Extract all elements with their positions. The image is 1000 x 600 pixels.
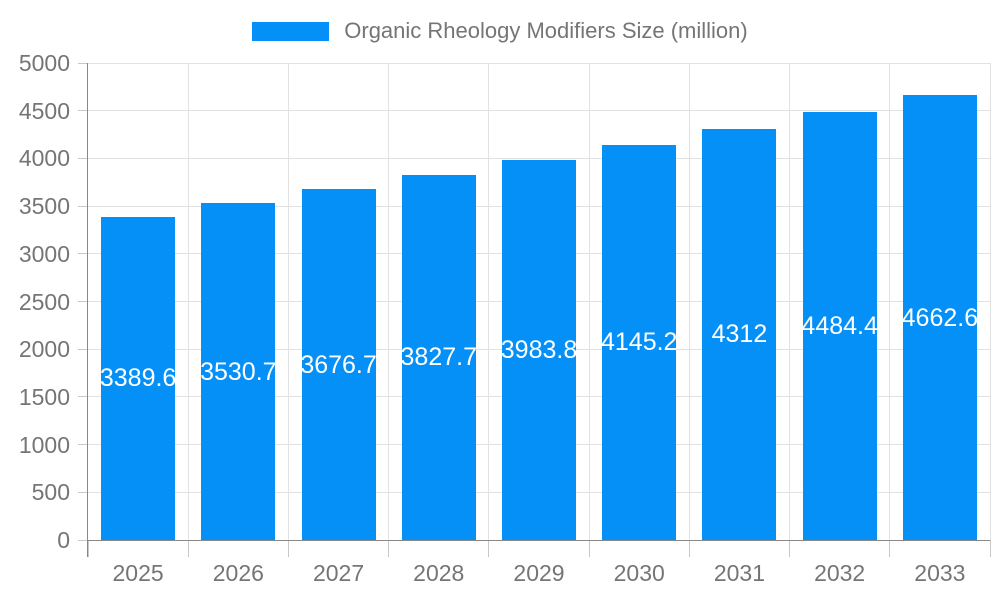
bar[interactable]: [702, 128, 777, 540]
x-axis-tick-label: 2028: [413, 560, 465, 586]
x-axis-tick-label: 2032: [814, 560, 866, 586]
y-axis-tick: [78, 110, 88, 112]
y-axis-tick: [78, 157, 88, 159]
y-axis-line: [87, 63, 88, 557]
x-axis-tick: [588, 540, 590, 557]
bar[interactable]: [802, 112, 877, 540]
bar[interactable]: [201, 203, 276, 540]
y-axis-tick: [78, 396, 88, 398]
gridline-vertical: [889, 63, 891, 540]
x-axis-tick-label: 2026: [212, 560, 264, 586]
x-axis-tick-label: 2029: [513, 560, 565, 586]
y-axis-tick: [78, 253, 88, 255]
x-axis-tick: [488, 540, 490, 557]
bar[interactable]: [401, 174, 476, 540]
y-axis-tick-label: 2500: [18, 288, 70, 315]
bar[interactable]: [301, 189, 376, 540]
x-axis-tick: [388, 540, 390, 557]
y-axis-tick-label: 1000: [18, 431, 70, 458]
bar[interactable]: [101, 216, 176, 540]
x-axis-tick-label: 2030: [613, 560, 665, 586]
gridline-horizontal: [88, 62, 990, 64]
x-axis-tick-label: 2025: [112, 560, 164, 586]
gridline-vertical: [187, 63, 189, 540]
x-axis-tick: [87, 540, 89, 557]
bar[interactable]: [902, 95, 977, 540]
x-axis-tick: [187, 540, 189, 557]
x-axis-tick: [287, 540, 289, 557]
x-axis-tick: [989, 540, 991, 557]
x-axis-tick: [789, 540, 791, 557]
y-axis-tick: [78, 301, 88, 302]
gridline-vertical: [688, 63, 690, 540]
y-axis-tick-label: 4000: [18, 145, 70, 172]
y-axis-tick: [78, 348, 88, 350]
gridline-vertical: [989, 63, 991, 540]
bar[interactable]: [602, 144, 677, 540]
gridline-vertical: [488, 63, 490, 540]
gridline-vertical: [287, 63, 289, 540]
y-axis-tick-label: 500: [31, 479, 70, 506]
x-axis-tick-label: 2031: [713, 560, 766, 586]
legend-label: Organic Rheology Modifiers Size (million…: [344, 18, 748, 43]
x-axis-tick: [688, 540, 690, 557]
y-axis-tick-label: 5000: [18, 50, 70, 76]
y-axis-tick-label: 4500: [18, 97, 70, 124]
y-axis-tick-label: 0: [57, 527, 70, 553]
y-axis-tick-label: 1500: [18, 383, 70, 410]
x-axis-tick-label: 2033: [914, 560, 966, 586]
y-axis-tick-label: 3500: [18, 193, 70, 220]
gridline-vertical: [588, 63, 590, 540]
legend-swatch: [252, 21, 330, 41]
y-axis-tick: [78, 539, 88, 541]
y-axis-tick: [78, 205, 88, 207]
gridline-vertical: [789, 63, 791, 540]
y-axis-tick: [78, 444, 88, 446]
gridline-horizontal: [88, 110, 990, 112]
y-axis-tick: [78, 62, 88, 64]
gridline-vertical: [388, 63, 390, 540]
bar[interactable]: [502, 159, 576, 540]
y-axis-tick-label: 2000: [18, 336, 70, 363]
y-axis-tick-label: 3000: [18, 240, 70, 267]
x-axis-tick-label: 2027: [312, 560, 365, 586]
x-axis-tick: [889, 540, 891, 557]
legend-item[interactable]: Organic Rheology Modifiers Size (million…: [0, 18, 1000, 44]
y-axis-tick: [78, 491, 88, 493]
